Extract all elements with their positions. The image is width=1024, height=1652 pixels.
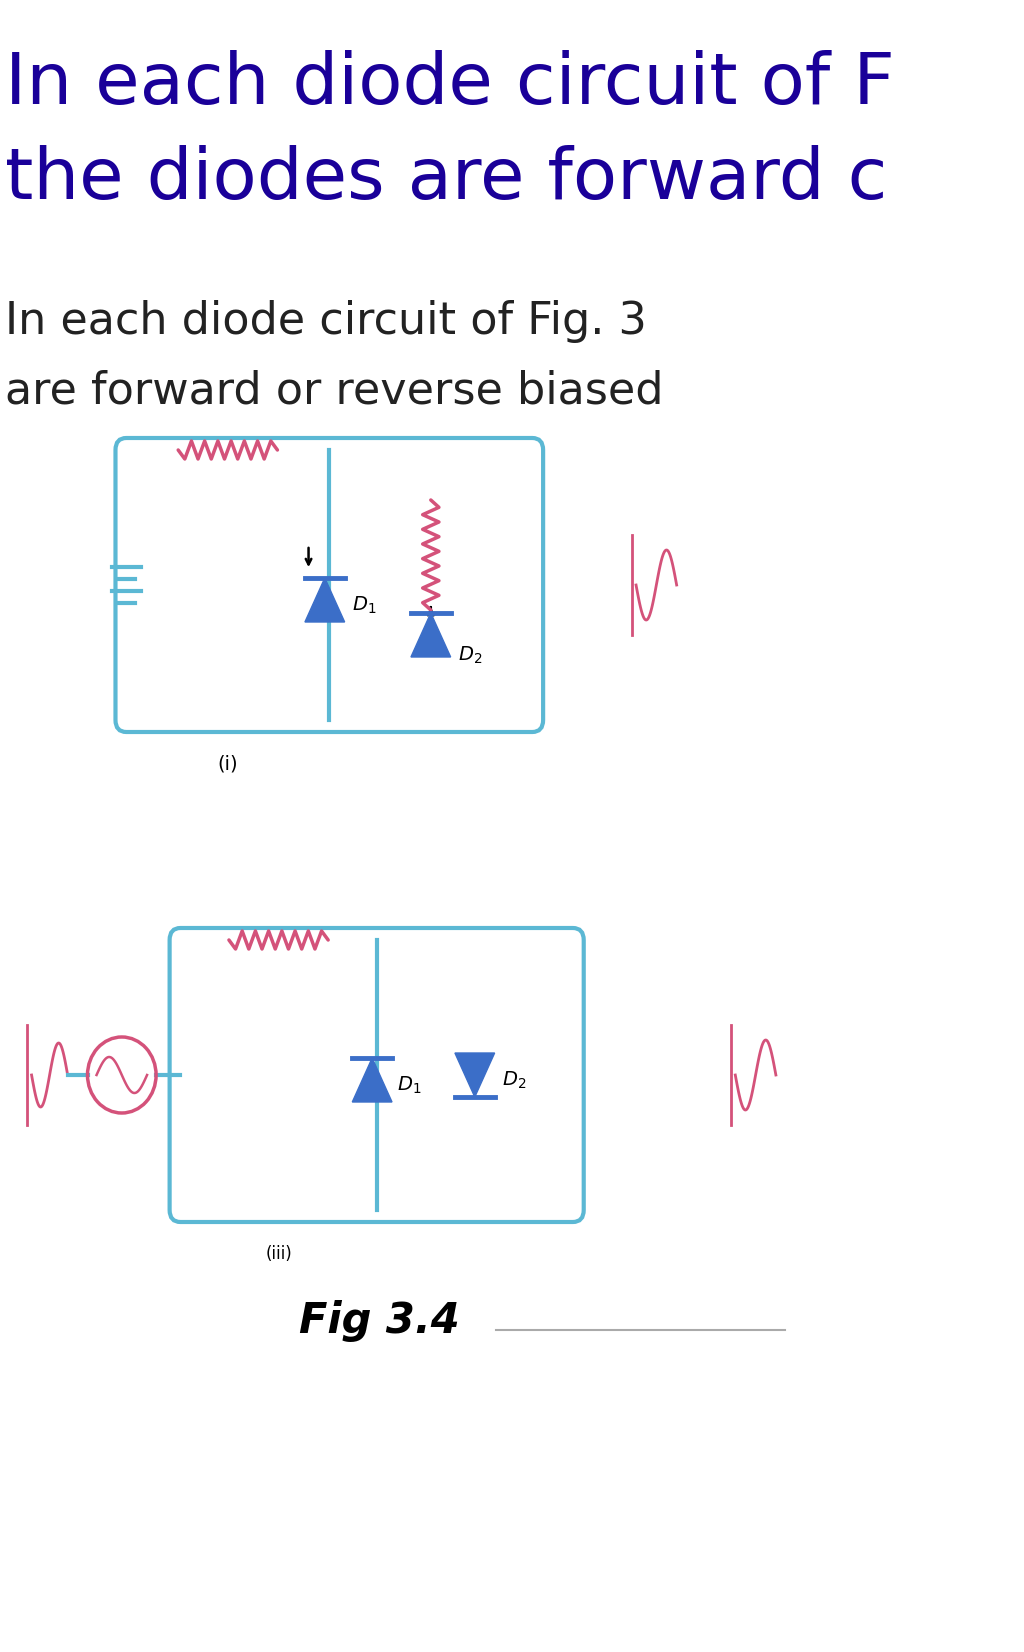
Text: $D_1$: $D_1$ bbox=[352, 595, 376, 616]
Text: Fig 3.4: Fig 3.4 bbox=[299, 1300, 460, 1341]
Text: $D_2$: $D_2$ bbox=[502, 1069, 526, 1090]
Polygon shape bbox=[352, 1057, 392, 1102]
Text: In each diode circuit of F: In each diode circuit of F bbox=[4, 50, 894, 119]
Text: (i): (i) bbox=[217, 755, 239, 775]
Text: $D_2$: $D_2$ bbox=[458, 644, 482, 666]
Text: $D_1$: $D_1$ bbox=[397, 1074, 422, 1095]
Text: (iii): (iii) bbox=[265, 1246, 292, 1264]
Text: the diodes are forward c: the diodes are forward c bbox=[4, 145, 887, 215]
Text: are forward or reverse biased: are forward or reverse biased bbox=[4, 370, 663, 413]
Text: In each diode circuit of Fig. 3: In each diode circuit of Fig. 3 bbox=[4, 301, 646, 344]
Polygon shape bbox=[305, 578, 345, 623]
Polygon shape bbox=[455, 1052, 495, 1097]
Polygon shape bbox=[411, 613, 451, 657]
